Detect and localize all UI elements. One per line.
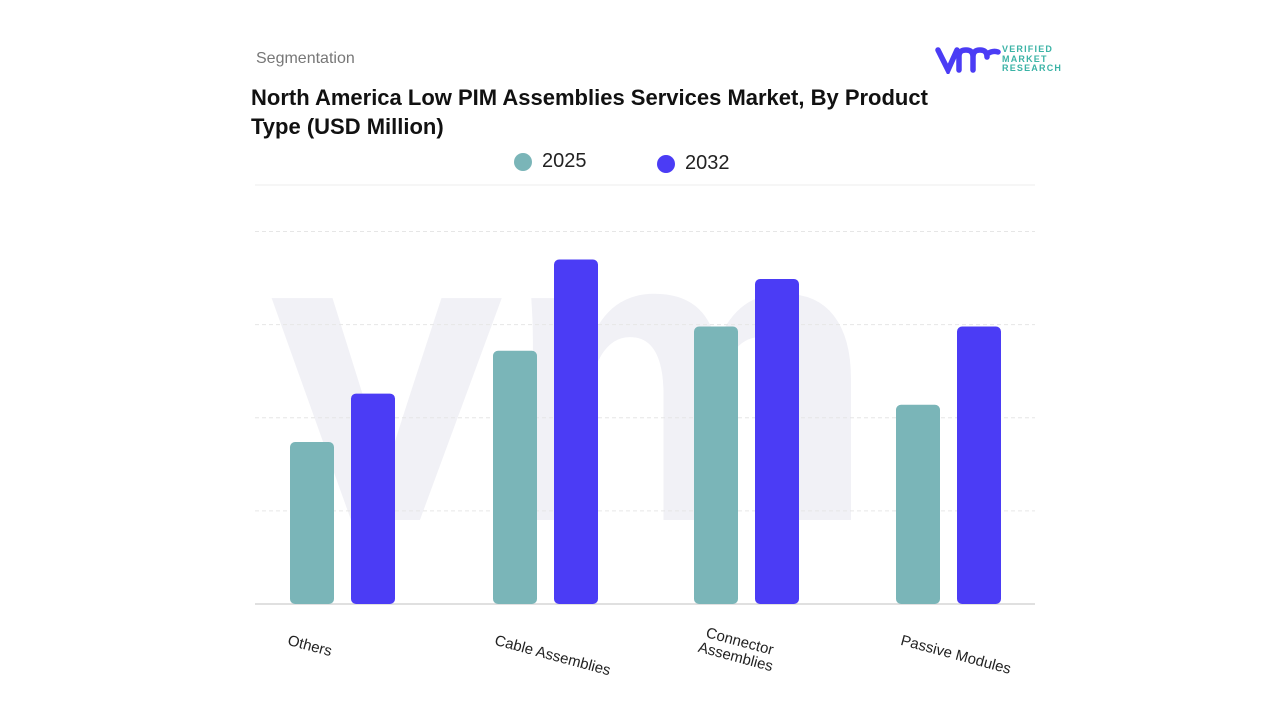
legend-swatch-2025 bbox=[514, 152, 532, 171]
legend-label: 2032 bbox=[685, 152, 730, 174]
bar-2032-cable-assemblies bbox=[554, 259, 598, 604]
bar-2025-passive-modules bbox=[896, 404, 940, 604]
legend-item-2025: 2025 bbox=[514, 150, 587, 173]
bar-2032-connector-assemblies bbox=[755, 279, 799, 604]
bar-2025-connector-assemblies bbox=[694, 326, 738, 604]
bar-2025-cable-assemblies bbox=[493, 350, 537, 604]
legend-swatch-2032 bbox=[657, 154, 675, 173]
brand-logo bbox=[935, 47, 1001, 74]
bar-2032-passive-modules bbox=[957, 326, 1001, 604]
bar-2032-others bbox=[351, 393, 395, 604]
segment-label: Segmentation bbox=[256, 50, 355, 67]
legend-label: 2025 bbox=[542, 150, 587, 172]
chart-title: North America Low PIM Assemblies Service… bbox=[251, 85, 928, 139]
brand-text: VERIFIED MARKET RESEARCH bbox=[1002, 44, 1063, 73]
bar-2025-others bbox=[290, 441, 334, 604]
legend-item-2032: 2032 bbox=[657, 152, 730, 175]
